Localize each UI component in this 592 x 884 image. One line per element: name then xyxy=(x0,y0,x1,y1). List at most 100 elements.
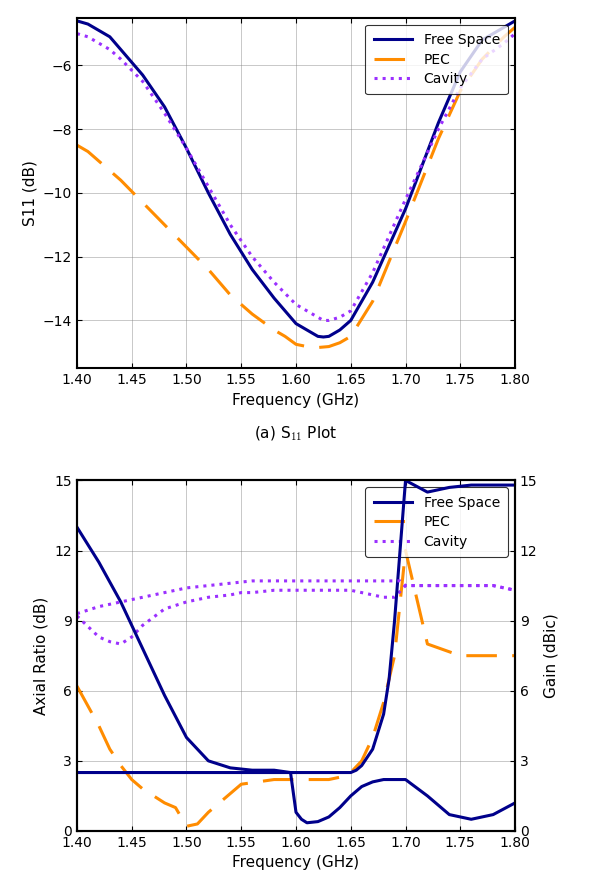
Free Space xyxy=(73,767,81,778)
Cavity xyxy=(501,38,508,49)
PEC xyxy=(95,156,102,166)
Free Space xyxy=(385,674,392,684)
Free Space xyxy=(424,487,431,498)
Cavity xyxy=(107,44,114,55)
Cavity xyxy=(336,585,343,596)
Free Space xyxy=(336,767,343,778)
Legend: Free Space, PEC, Cavity: Free Space, PEC, Cavity xyxy=(365,487,508,557)
Free Space xyxy=(511,16,519,27)
PEC xyxy=(369,732,376,743)
PEC xyxy=(205,807,212,818)
Free Space xyxy=(325,332,332,342)
Free Space xyxy=(424,790,431,801)
PEC xyxy=(292,339,300,350)
Cavity xyxy=(320,315,327,325)
Cavity xyxy=(347,585,354,596)
PEC xyxy=(435,133,442,144)
PEC xyxy=(325,774,332,785)
PEC xyxy=(227,290,234,301)
Line: Free Space: Free Space xyxy=(77,21,515,337)
Cavity xyxy=(287,585,294,596)
X-axis label: Frequency (GHz): Frequency (GHz) xyxy=(233,392,359,408)
Free Space xyxy=(358,760,365,771)
Free Space xyxy=(369,743,376,754)
Cavity xyxy=(468,580,475,591)
Y-axis label: Axial Ratio (dB): Axial Ratio (dB) xyxy=(34,597,49,715)
Cavity xyxy=(424,580,431,591)
Cavity xyxy=(391,592,398,603)
PEC xyxy=(358,756,365,766)
Cavity xyxy=(402,580,409,591)
Cavity xyxy=(369,590,376,600)
PEC xyxy=(161,797,168,808)
Cavity xyxy=(271,585,278,596)
PEC xyxy=(336,338,343,348)
Cavity xyxy=(85,32,92,42)
Free Space xyxy=(402,203,409,214)
Cavity xyxy=(347,306,354,316)
PEC xyxy=(271,774,278,785)
PEC xyxy=(478,54,485,65)
Legend: Free Space, PEC, Cavity: Free Space, PEC, Cavity xyxy=(365,25,508,95)
PEC xyxy=(402,545,409,556)
Cavity xyxy=(107,636,114,647)
Cavity xyxy=(314,585,321,596)
PEC xyxy=(249,309,256,319)
PEC xyxy=(205,264,212,275)
Y-axis label: S11 (dB): S11 (dB) xyxy=(22,160,37,226)
PEC xyxy=(73,681,81,691)
Line: PEC: PEC xyxy=(77,551,515,827)
Free Space xyxy=(238,767,245,778)
Free Space xyxy=(292,767,300,778)
Free Space xyxy=(468,480,475,491)
PEC xyxy=(391,651,398,661)
PEC xyxy=(457,86,464,96)
PEC xyxy=(139,783,146,794)
Cavity xyxy=(117,639,124,650)
Free Space xyxy=(391,774,398,785)
Cavity xyxy=(128,632,136,643)
Cavity xyxy=(73,28,81,39)
Free Space xyxy=(183,732,190,743)
Free Space xyxy=(320,332,327,342)
Free Space xyxy=(139,70,146,80)
Free Space xyxy=(304,818,311,828)
Cavity xyxy=(304,585,311,596)
PEC xyxy=(292,774,300,785)
Free Space xyxy=(314,816,321,827)
PEC xyxy=(161,219,168,230)
PEC xyxy=(85,146,92,156)
PEC xyxy=(369,296,376,307)
Free Space xyxy=(391,615,398,626)
PEC xyxy=(336,772,343,782)
Cavity xyxy=(183,143,190,154)
PEC xyxy=(314,342,321,353)
PEC xyxy=(314,774,321,785)
PEC xyxy=(511,651,519,661)
PEC xyxy=(325,341,332,352)
PEC xyxy=(117,760,124,771)
Line: PEC: PEC xyxy=(77,27,515,347)
Free Space xyxy=(95,557,102,568)
Cavity xyxy=(369,267,376,278)
PEC xyxy=(457,651,464,661)
Free Space xyxy=(511,797,519,808)
Cavity xyxy=(73,611,81,621)
Line: Free Space: Free Space xyxy=(77,480,515,773)
Free Space xyxy=(73,16,81,27)
Free Space xyxy=(336,803,343,813)
Free Space xyxy=(249,765,256,775)
Free Space xyxy=(314,332,321,342)
Free Space xyxy=(117,44,124,55)
Cavity xyxy=(402,194,409,204)
Free Space xyxy=(369,277,376,287)
Free Space xyxy=(501,22,508,33)
PEC xyxy=(282,332,289,342)
Cavity xyxy=(457,82,464,93)
Cavity xyxy=(205,592,212,603)
Free Space xyxy=(298,814,305,825)
Cavity xyxy=(249,587,256,598)
Free Space xyxy=(490,809,497,819)
Cavity xyxy=(161,604,168,614)
Cavity xyxy=(298,585,305,596)
